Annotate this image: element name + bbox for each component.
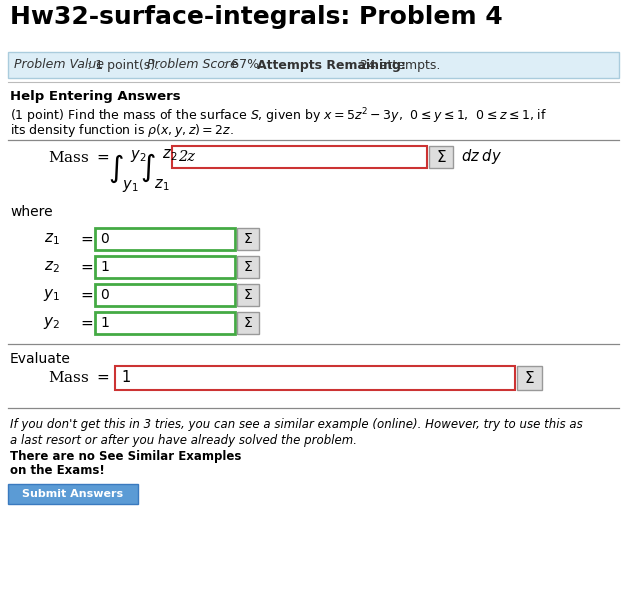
Text: $\Sigma$: $\Sigma$	[436, 149, 446, 165]
Text: 0: 0	[100, 288, 108, 302]
Text: 0: 0	[100, 232, 108, 246]
Text: Attempts Remaining:: Attempts Remaining:	[257, 58, 406, 72]
Text: $\Sigma$: $\Sigma$	[243, 288, 253, 302]
Bar	[237, 228, 259, 250]
Text: 2z: 2z	[178, 150, 195, 164]
Bar	[237, 256, 259, 278]
Text: where: where	[10, 205, 53, 219]
Text: Evaluate: Evaluate	[10, 352, 71, 366]
Text: $\int_{y_1}^{\ y_2}$: $\int_{y_1}^{\ y_2}$	[108, 148, 147, 195]
Text: $\Sigma$: $\Sigma$	[243, 260, 253, 274]
Bar	[95, 256, 235, 278]
Text: (1 point) Find the mass of the surface $S$, given by $x = 5z^2 - 3y$,  $0 \leq y: (1 point) Find the mass of the surface $…	[10, 106, 547, 126]
Text: Problem Value: Problem Value	[14, 58, 104, 72]
Bar	[429, 146, 453, 168]
Text: $\int_{z_1}^{\ z_2}$: $\int_{z_1}^{\ z_2}$	[140, 148, 178, 194]
Text: : 67%.: : 67%.	[223, 58, 263, 72]
Text: $\Sigma$: $\Sigma$	[243, 232, 253, 246]
Text: Help Entering Answers: Help Entering Answers	[10, 90, 181, 103]
Bar	[8, 52, 619, 78]
Bar	[115, 366, 515, 390]
Text: Problem Score: Problem Score	[147, 58, 238, 72]
Bar	[237, 284, 259, 306]
Text: its density function is $\rho(x, y, z) = 2z$.: its density function is $\rho(x, y, z) =…	[10, 122, 234, 139]
Text: $z_2$: $z_2$	[45, 259, 60, 275]
Text: 24 attempts.: 24 attempts.	[360, 58, 440, 72]
Text: $dz\; dy$: $dz\; dy$	[461, 147, 502, 167]
Bar	[172, 146, 427, 168]
Text: $\Sigma$: $\Sigma$	[243, 316, 253, 330]
Text: a last resort or after you have already solved the problem.: a last resort or after you have already …	[10, 434, 361, 447]
Text: $=$: $=$	[78, 260, 94, 274]
Text: Hw32-surface-integrals: Problem 4: Hw32-surface-integrals: Problem 4	[10, 5, 503, 29]
Text: $z_1$: $z_1$	[45, 231, 60, 247]
Bar	[95, 312, 235, 334]
Text: : 1 point(s).: : 1 point(s).	[87, 58, 159, 72]
Bar	[95, 228, 235, 250]
Bar	[95, 284, 235, 306]
Text: If you don't get this in 3 tries, you can see a similar example (online). Howeve: If you don't get this in 3 tries, you ca…	[10, 418, 582, 431]
Text: 1: 1	[100, 260, 109, 274]
Text: on the Exams!: on the Exams!	[10, 464, 105, 477]
Text: 1: 1	[121, 370, 130, 385]
Text: 1: 1	[100, 316, 109, 330]
Bar	[517, 366, 542, 390]
Text: $=$: $=$	[78, 316, 94, 330]
Text: Mass $=$: Mass $=$	[48, 370, 109, 385]
Text: $y_1$: $y_1$	[43, 287, 60, 303]
Text: Mass $=$: Mass $=$	[48, 150, 109, 166]
Text: $=$: $=$	[78, 288, 94, 302]
Text: There are no See Similar Examples: There are no See Similar Examples	[10, 450, 241, 463]
Bar	[8, 484, 138, 504]
Bar	[237, 312, 259, 334]
Text: $=$: $=$	[78, 232, 94, 246]
Text: Submit Answers: Submit Answers	[23, 489, 124, 499]
Text: $y_2$: $y_2$	[43, 315, 60, 331]
Text: $\Sigma$: $\Sigma$	[524, 370, 535, 386]
